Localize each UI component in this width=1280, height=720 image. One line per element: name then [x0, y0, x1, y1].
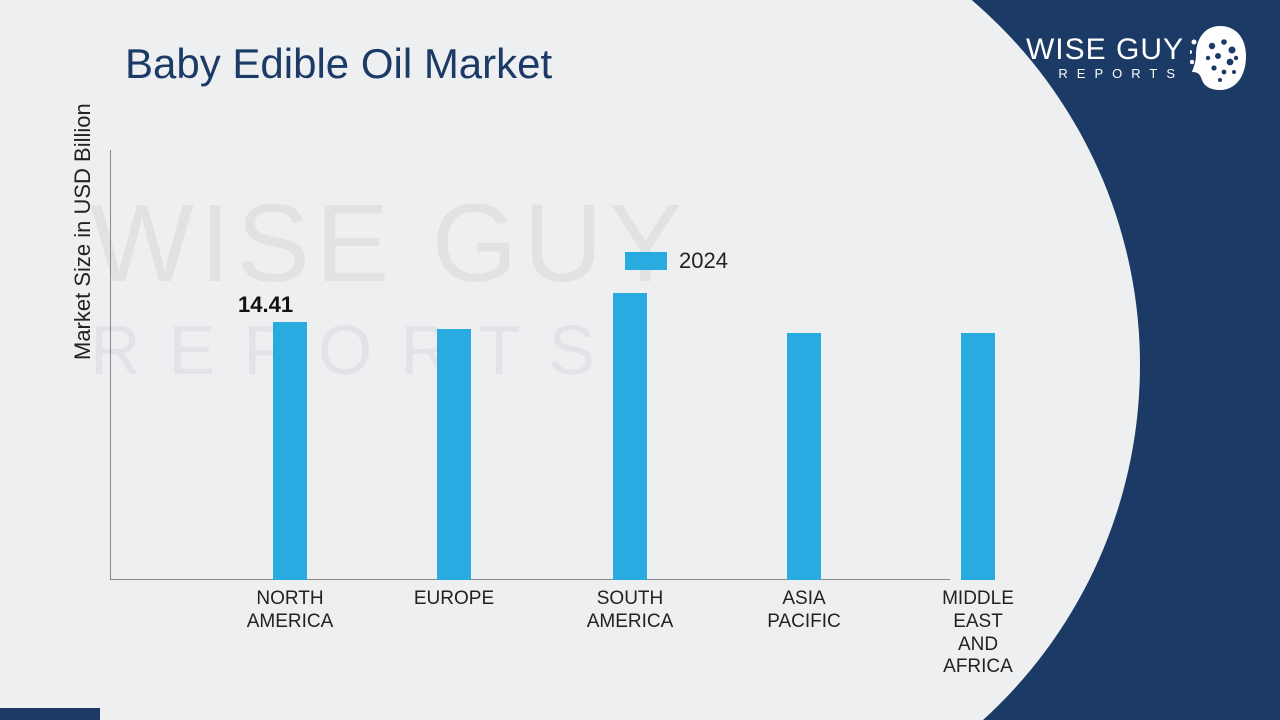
y-axis-line [110, 150, 111, 580]
logo-main-text: WISE GUY [1026, 35, 1184, 65]
y-axis-label: Market Size in USD Billion [70, 103, 96, 360]
bottom-accent-bar [0, 708, 100, 720]
bar [437, 329, 471, 580]
brand-logo: WISE GUY REPORTS [1026, 22, 1250, 92]
x-tick-label: NORTH AMERICA [225, 588, 355, 634]
bar [273, 322, 307, 580]
bar [961, 333, 995, 580]
head-icon [1190, 22, 1250, 92]
x-tick-label: EUROPE [389, 588, 519, 611]
bar [613, 293, 647, 580]
x-tick-label: MIDDLE EAST AND AFRICA [913, 588, 1043, 679]
chart-stage: WISE GUY REPORTS Baby Edible Oil Market … [0, 0, 1280, 720]
logo-text: WISE GUY REPORTS [1026, 35, 1184, 80]
logo-sub-text: REPORTS [1026, 67, 1184, 80]
x-axis-line [110, 579, 950, 580]
x-tick-label: SOUTH AMERICA [565, 588, 695, 634]
bar-value-label: 14.41 [238, 292, 293, 318]
chart-title: Baby Edible Oil Market [125, 40, 552, 88]
bar [787, 333, 821, 580]
x-tick-label: ASIA PACIFIC [739, 588, 869, 634]
plot-area [110, 150, 950, 580]
